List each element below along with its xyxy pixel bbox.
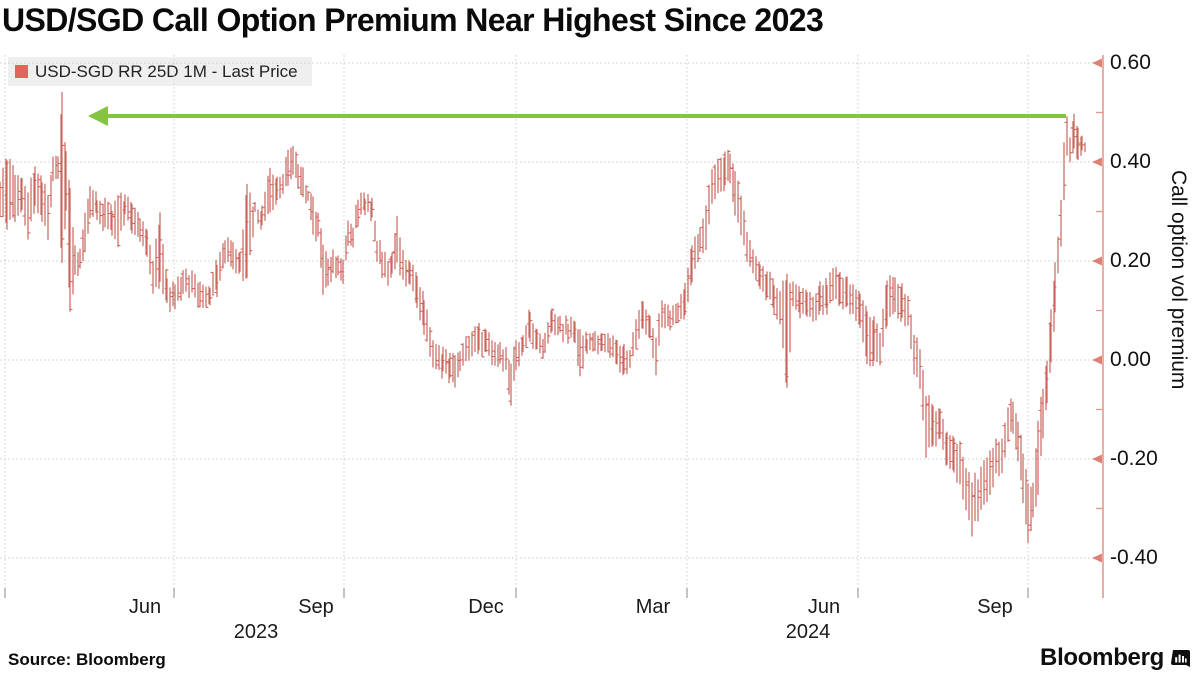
y-axis-major-tick	[1092, 553, 1102, 563]
chart-legend: USD-SGD RR 25D 1M - Last Price	[8, 57, 312, 86]
y-axis-major-tick	[1092, 355, 1102, 365]
x-axis-month-label: Jun	[807, 596, 841, 618]
y-axis-tick-label: 0.60	[1110, 51, 1151, 74]
y-axis-tick-label: -0.40	[1110, 546, 1158, 569]
legend-swatch-icon	[15, 65, 28, 78]
series-hilo-bars	[0, 92, 1086, 543]
bloomberg-terminal-icon	[1171, 649, 1190, 667]
y-axis-major-tick	[1092, 58, 1102, 68]
x-axis-month-label: Mar	[635, 596, 671, 618]
legend-label: USD-SGD RR 25D 1M - Last Price	[35, 61, 298, 81]
y-axis-tick-label: 0.00	[1110, 348, 1151, 371]
bloomberg-brand: Bloomberg	[1040, 644, 1190, 672]
y-axis-major-tick	[1092, 157, 1102, 167]
x-axis-year-label: 2024	[785, 621, 831, 643]
y-axis-title: Call option vol premium	[1167, 170, 1190, 390]
x-axis-month-label: Dec	[468, 596, 504, 618]
y-axis-tick-label: -0.20	[1110, 447, 1158, 470]
x-axis-month-label: Sep	[298, 596, 334, 618]
x-axis-month-label: Jun	[128, 596, 162, 618]
page-title: USD/SGD Call Option Premium Near Highest…	[2, 2, 824, 38]
series-bar-notches	[0, 121, 1085, 531]
y-axis-major-tick	[1092, 256, 1102, 266]
y-axis-major-tick	[1092, 454, 1102, 464]
y-axis-tick-label: 0.20	[1110, 249, 1151, 272]
x-axis-year-label: 2023	[233, 621, 279, 643]
y-axis-tick-label: 0.40	[1110, 150, 1151, 173]
annotation-arrow-head-icon	[88, 105, 108, 126]
x-axis-month-label: Sep	[977, 596, 1013, 618]
source-note: Source: Bloomberg	[8, 650, 166, 669]
bloomberg-wordmark: Bloomberg	[1040, 644, 1164, 671]
